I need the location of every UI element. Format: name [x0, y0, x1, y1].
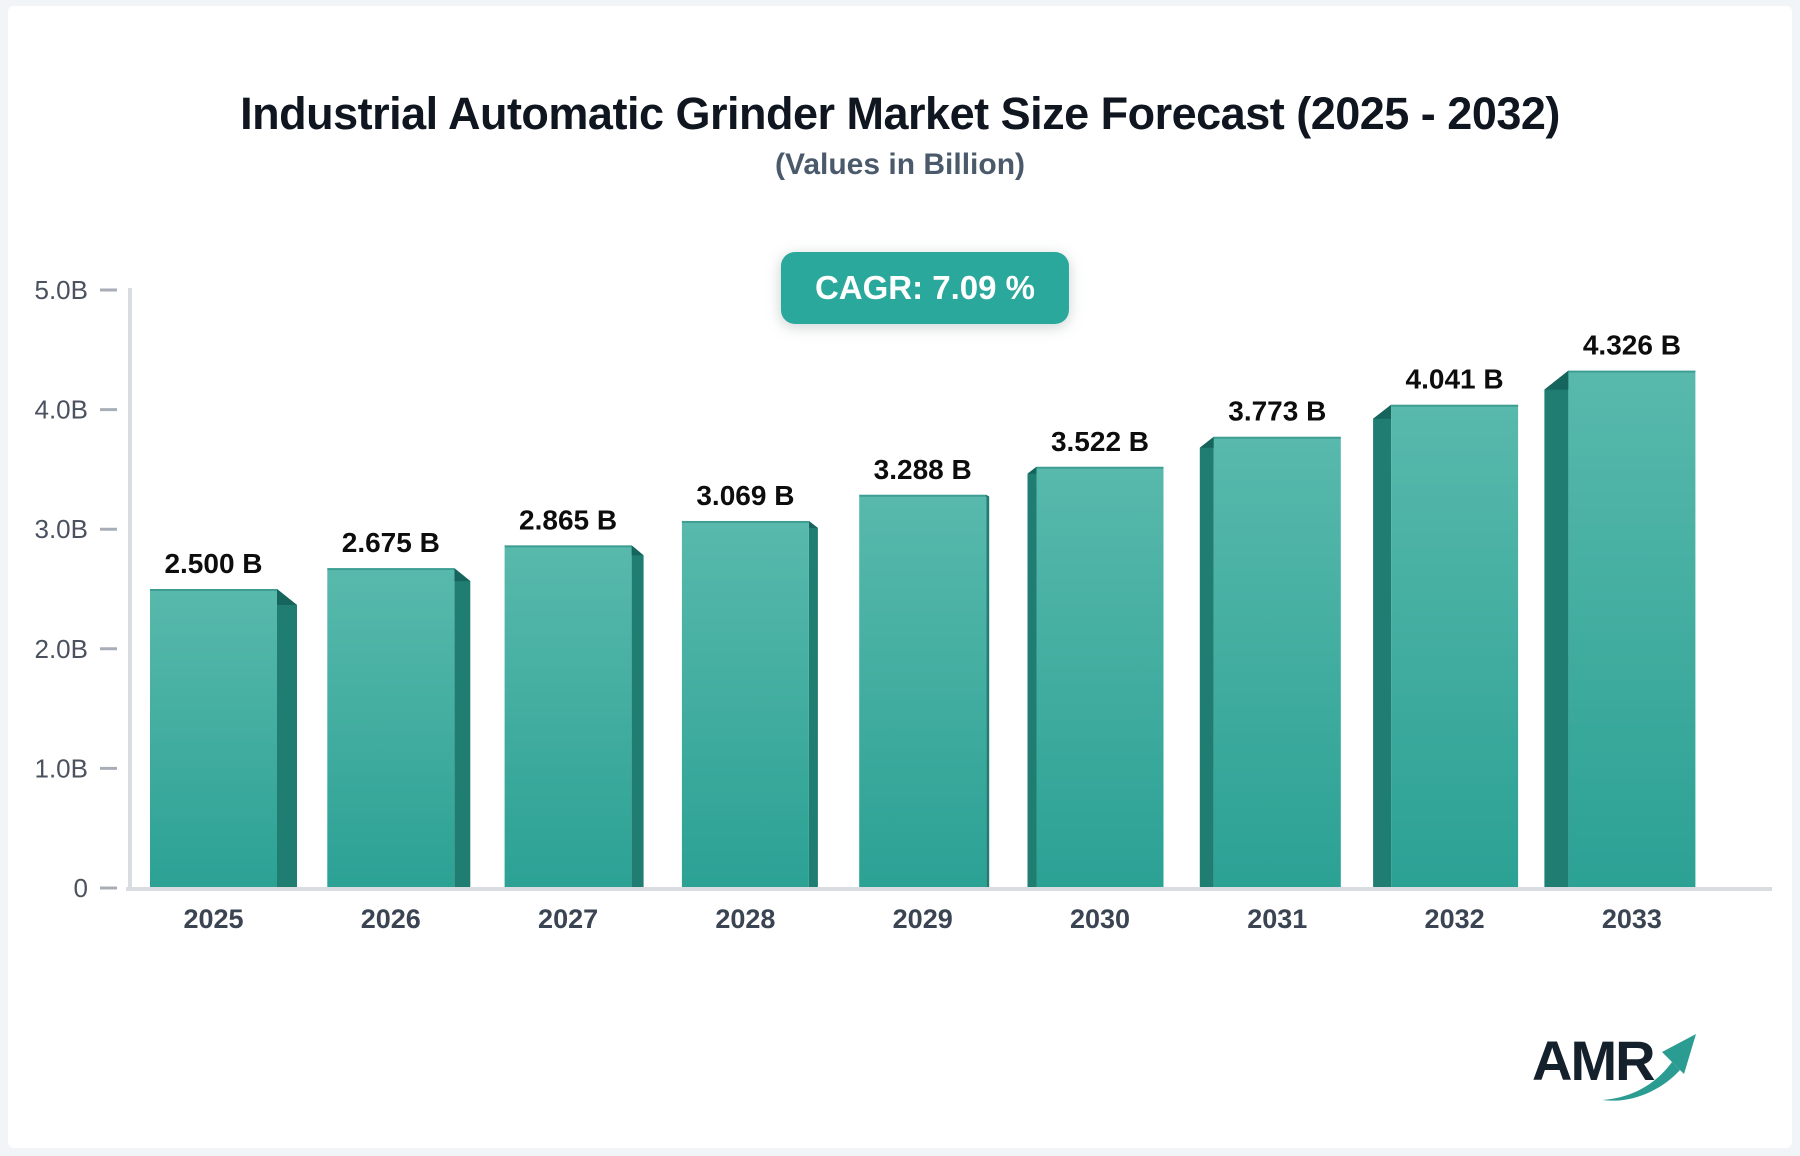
- bar-2030-side: [1027, 466, 1037, 889]
- x-category-label-2031: 2031: [1247, 904, 1307, 934]
- bar-2025-face: [150, 589, 277, 889]
- x-category-label-2029: 2029: [893, 904, 953, 934]
- bar-2031-bevel: [1199, 436, 1214, 448]
- x-category-label-2030: 2030: [1070, 904, 1130, 934]
- y-tick-label-3.0B: 3.0B: [35, 514, 89, 544]
- bar-2033-value-label: 4.326 B: [1583, 330, 1681, 361]
- x-category-label-2025: 2025: [183, 904, 243, 934]
- y-tick-label-4.0B: 4.0B: [35, 395, 89, 425]
- bar-2032-side: [1373, 404, 1392, 889]
- bar-2025-value-label: 2.500 B: [164, 548, 262, 579]
- bar-2030-face: [1036, 466, 1164, 889]
- amr-logo: AMR: [1532, 1028, 1752, 1118]
- y-tick-label-0: 0: [74, 873, 88, 903]
- bar-2029-value-label: 3.288 B: [874, 454, 972, 485]
- bar-2027-value-label: 2.865 B: [519, 504, 617, 535]
- bar-2025-bevel: [277, 589, 297, 605]
- bar-2033-bevel: [1544, 370, 1569, 390]
- chart-subtitle: (Values in Billion): [774, 148, 1026, 181]
- bar-2032-value-label: 4.041 B: [1406, 364, 1504, 395]
- amr-logo-text: AMR: [1532, 1029, 1656, 1092]
- x-category-label-2028: 2028: [715, 904, 775, 934]
- y-tick-label-2.0B: 2.0B: [35, 634, 89, 664]
- bar-2028-side: [808, 520, 818, 889]
- bar-2026-side: [454, 568, 471, 889]
- bar-2027-side: [631, 545, 644, 889]
- arrow-swoosh: [1602, 1062, 1680, 1101]
- cagr-badge: CAGR: 7.09 %: [780, 252, 1070, 324]
- bar-2033-face: [1568, 370, 1696, 889]
- bar-2030-bevel: [1027, 466, 1037, 474]
- bar-2028-face: [681, 520, 809, 889]
- x-category-label-2032: 2032: [1425, 904, 1485, 934]
- bar-2026-value-label: 2.675 B: [342, 527, 440, 558]
- bar-2031-value-label: 3.773 B: [1228, 396, 1326, 427]
- x-category-label-2027: 2027: [538, 904, 598, 934]
- bar-2028-value-label: 3.069 B: [696, 480, 794, 511]
- bar-2032-face: [1391, 404, 1519, 889]
- chart-title: Industrial Automatic Grinder Market Size…: [240, 88, 1560, 139]
- arrow-head: [1662, 1034, 1696, 1074]
- bar-2029-face: [859, 494, 987, 889]
- bar-2028-bevel: [808, 520, 818, 528]
- bar-2026-face: [327, 568, 455, 889]
- bar-2030-value-label: 3.522 B: [1051, 426, 1149, 457]
- bar-2026-bevel: [454, 568, 471, 582]
- x-category-label-2033: 2033: [1602, 904, 1662, 934]
- bar-2033-side: [1544, 370, 1569, 889]
- y-tick-label-1.0B: 1.0B: [35, 753, 89, 783]
- bar-2029-bevel: [986, 494, 990, 497]
- amr-logo-arrow-icon: [1602, 1034, 1696, 1101]
- bar-2025-side: [277, 589, 297, 889]
- bar-2027-face: [504, 545, 632, 889]
- bar-2027-bevel: [631, 545, 644, 556]
- bar-2031-face: [1213, 436, 1341, 889]
- x-category-label-2026: 2026: [361, 904, 421, 934]
- bar-2029-side: [986, 494, 990, 889]
- bar-2031-side: [1199, 436, 1214, 889]
- bar-2032-bevel: [1373, 404, 1392, 419]
- y-tick-label-5.0B: 5.0B: [35, 275, 89, 305]
